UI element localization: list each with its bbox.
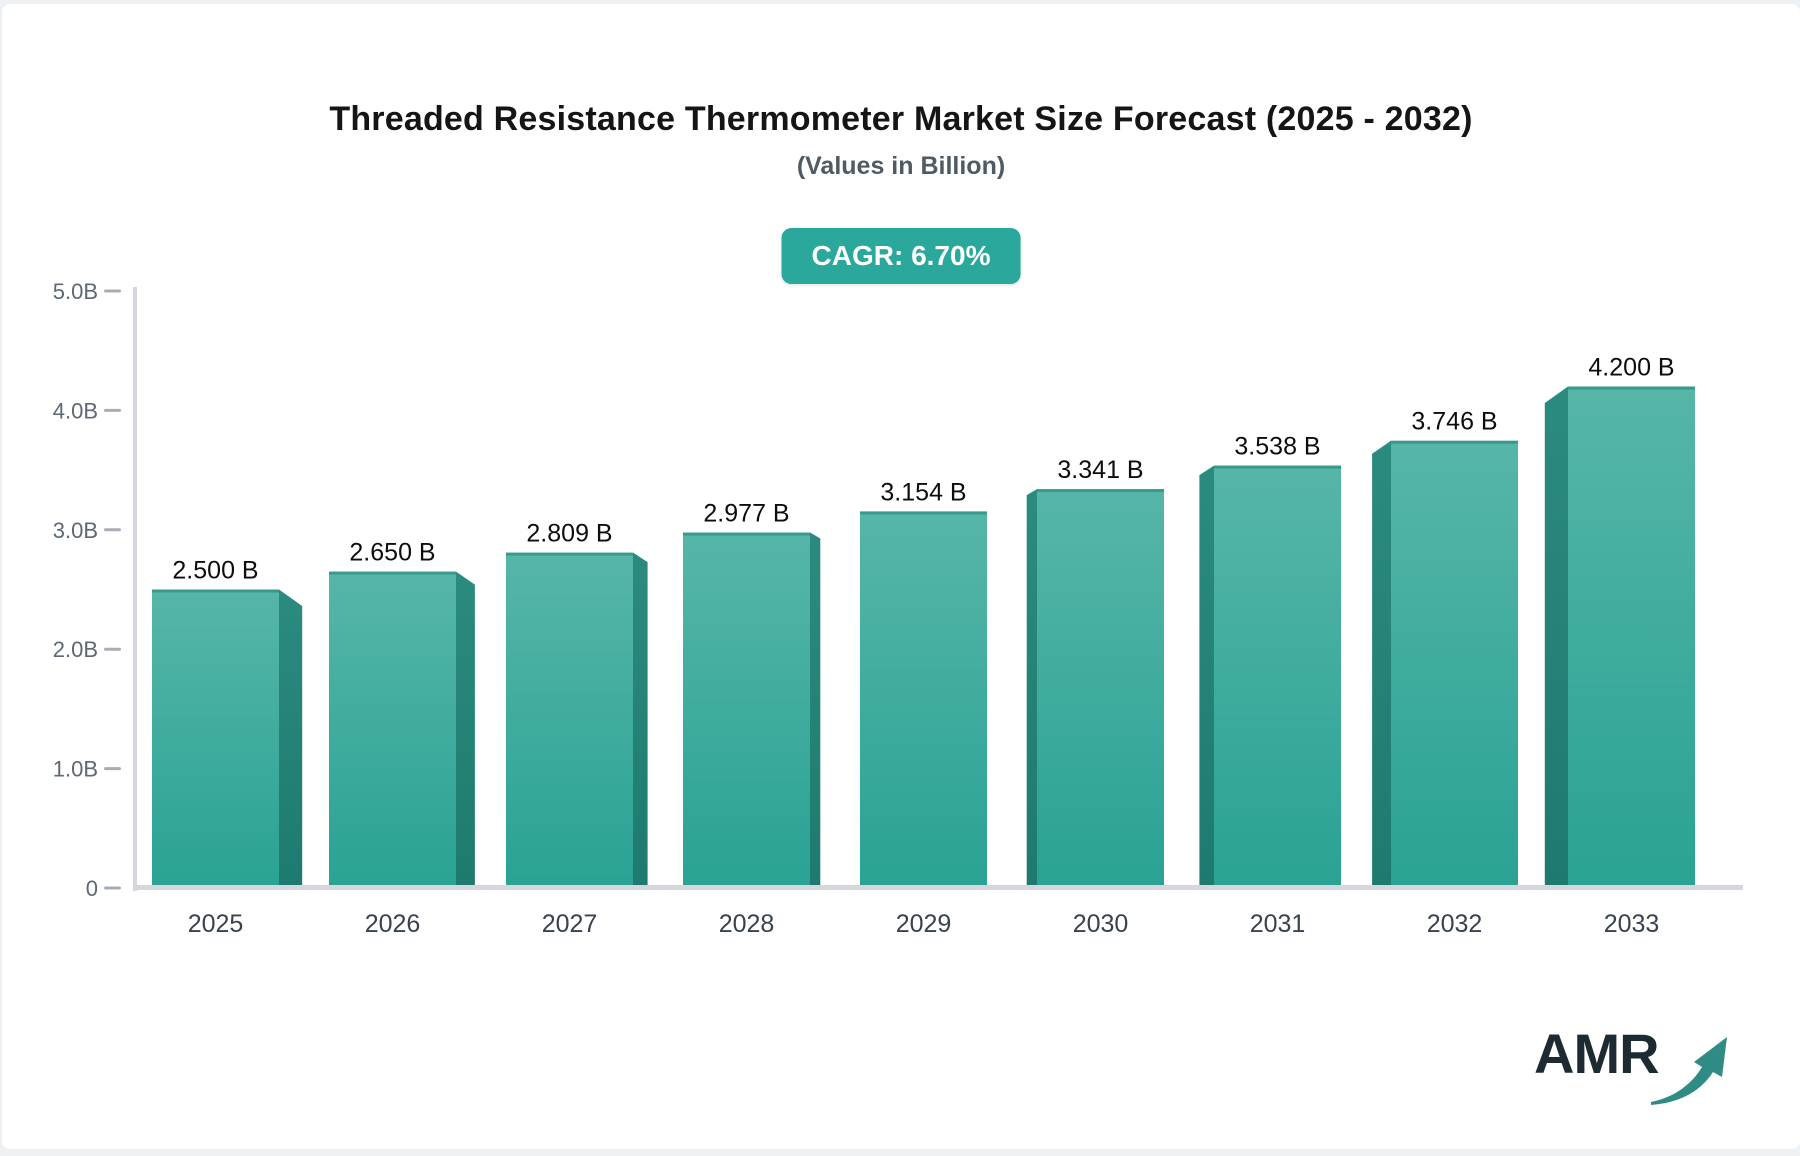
growth-arrow-icon	[1650, 1037, 1727, 1105]
bar-top-edge	[152, 589, 279, 593]
cagr-badge: CAGR: 6.70%	[781, 228, 1021, 284]
bar	[329, 571, 456, 889]
bar	[860, 511, 987, 889]
bar-value-label: 3.538 B	[1234, 433, 1320, 461]
y-axis-tick-label: 0	[86, 876, 98, 901]
y-axis-line	[133, 287, 137, 891]
y-axis-tick	[104, 289, 121, 293]
bar-side	[456, 571, 475, 889]
y-axis-tick-label: 5.0B	[53, 279, 98, 304]
y-axis-tick-label: 2.0B	[53, 637, 98, 662]
bar	[152, 589, 279, 889]
chart-title: Threaded Resistance Thermometer Market S…	[329, 100, 1473, 138]
bar	[683, 532, 810, 889]
bar-value-label: 3.746 B	[1411, 408, 1497, 436]
bar-side	[1026, 489, 1037, 889]
bar-top-edge	[860, 511, 987, 515]
bar	[1214, 465, 1341, 889]
y-axis-tick	[104, 886, 121, 890]
bar-top-edge	[1037, 489, 1164, 493]
x-axis-tick-label: 2028	[719, 910, 775, 938]
x-axis-line	[133, 885, 1743, 890]
bar-value-label: 3.341 B	[1057, 456, 1143, 484]
bar-top-edge	[1214, 465, 1341, 469]
cagr-badge-label: CAGR: 6.70%	[811, 240, 991, 271]
bar-value-label: 3.154 B	[880, 478, 966, 506]
bar-top-edge	[1391, 440, 1518, 444]
bar-value-label: 2.977 B	[703, 500, 789, 528]
bar-value-label: 2.650 B	[349, 539, 435, 567]
bar-value-label: 2.809 B	[526, 520, 612, 548]
amr-logo-text: AMR	[1534, 1022, 1660, 1085]
y-axis-tick-label: 3.0B	[53, 518, 98, 543]
bar-top-edge	[329, 571, 456, 575]
x-axis-tick-label: 2031	[1250, 910, 1306, 938]
bar-value-label: 2.500 B	[172, 557, 258, 585]
y-axis-tick	[104, 408, 121, 412]
bar	[506, 552, 633, 889]
x-axis-tick-label: 2026	[365, 910, 421, 938]
bar-side	[633, 552, 648, 889]
bar-top-edge	[1568, 386, 1695, 390]
x-axis-tick-label: 2025	[188, 910, 244, 938]
x-axis-tick-label: 2027	[542, 910, 598, 938]
bar-chart: 0 1.0B 2.0B 3.0B 4.0B 5.0B 2.500 B 2025 2.650 B 2…	[53, 279, 1743, 938]
y-axis-tick-label: 1.0B	[53, 757, 98, 782]
bar-top-edge	[683, 532, 810, 536]
bar	[1568, 386, 1695, 889]
y-axis-tick-label: 4.0B	[53, 398, 98, 423]
bar-side	[1199, 465, 1214, 889]
x-axis-tick-label: 2033	[1604, 910, 1660, 938]
x-axis-tick-label: 2030	[1073, 910, 1129, 938]
chart-card: Threaded Resistance Thermometer Market S…	[2, 4, 1800, 1149]
bar-side	[810, 532, 821, 889]
chart-subtitle: (Values in Billion)	[796, 152, 1006, 180]
amr-logo: AMR	[1534, 1026, 1731, 1110]
bar-top-edge	[506, 552, 633, 556]
bar-value-label: 4.200 B	[1588, 354, 1674, 382]
y-axis-tick	[104, 528, 121, 532]
bar-side	[1544, 386, 1568, 889]
y-axis-tick	[104, 767, 121, 771]
bar	[1037, 489, 1164, 889]
x-axis-tick-label: 2032	[1427, 910, 1483, 938]
x-axis-tick-label: 2029	[896, 910, 952, 938]
bar	[1391, 440, 1518, 889]
bar-side	[279, 589, 303, 889]
y-axis-tick	[104, 647, 121, 651]
bar-side	[1372, 440, 1391, 889]
